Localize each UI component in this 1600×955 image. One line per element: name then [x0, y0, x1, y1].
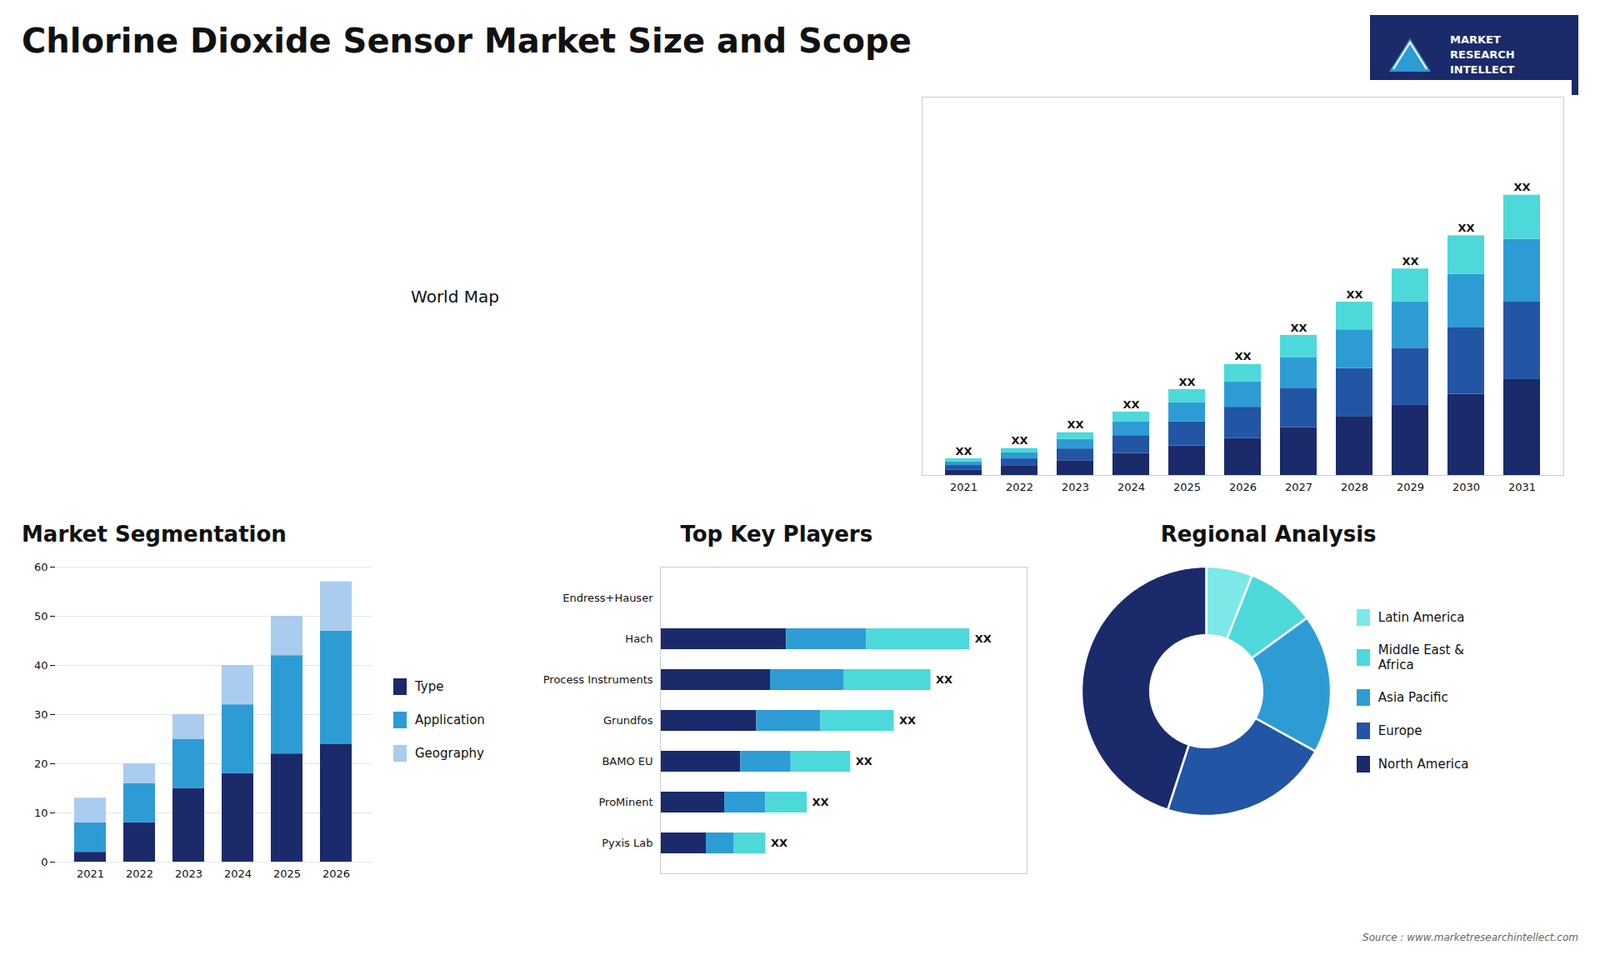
svg-text:2030: 2030	[1452, 480, 1480, 494]
html-text:Regional Analysis: Regional Analysis	[1160, 521, 1377, 547]
svg-text:Process Instruments: Process Instruments	[543, 673, 654, 686]
svg-text:XX: XX	[770, 836, 788, 850]
svg-text:2026: 2026	[1229, 480, 1257, 494]
html-text:MARKET: MARKET	[1450, 33, 1501, 46]
svg-text:XX: XX	[1457, 221, 1475, 235]
svg-text:XX: XX	[855, 755, 873, 768]
html-text:Latin America: Latin America	[1378, 610, 1465, 625]
svg-text:XX: XX	[1290, 321, 1307, 335]
svg-text:60: 60	[34, 560, 49, 574]
svg-text:XX: XX	[1010, 434, 1028, 447]
svg-text:XX: XX	[1234, 350, 1251, 363]
html-text:Geography: Geography	[415, 745, 484, 761]
svg-text:XX: XX	[1401, 255, 1419, 268]
svg-text:2025: 2025	[1173, 480, 1201, 494]
svg-text:2023: 2023	[1061, 480, 1090, 494]
svg-text:BAMO EU: BAMO EU	[601, 755, 653, 768]
svg-text:2021: 2021	[950, 480, 978, 494]
svg-text:XX: XX	[955, 445, 972, 458]
html-text:Europe: Europe	[1378, 723, 1423, 739]
svg-text:Grundfos: Grundfos	[603, 714, 654, 727]
svg-text:2024: 2024	[224, 867, 252, 880]
svg-text:2028: 2028	[1340, 480, 1369, 494]
svg-text:XX: XX	[1122, 398, 1140, 411]
svg-text:XX: XX	[1345, 288, 1363, 301]
svg-text:ProMinent: ProMinent	[598, 795, 653, 809]
html-text:RESEARCH: RESEARCH	[1450, 48, 1515, 61]
html-text:Source : www.marketresearchint: Source : www.marketresearchintellect.com	[1362, 931, 1579, 944]
svg-text:XX: XX	[935, 673, 953, 686]
svg-text:40: 40	[34, 659, 49, 672]
svg-text:2025: 2025	[273, 867, 301, 880]
svg-text:Endress+Hauser: Endress+Hauser	[562, 591, 654, 605]
svg-text:2022: 2022	[1005, 480, 1034, 494]
svg-text:XX: XX	[811, 795, 829, 809]
svg-text:2029: 2029	[1396, 480, 1425, 494]
svg-text:30: 30	[34, 708, 49, 721]
html-text:Middle East & Africa: Middle East & Africa	[1378, 642, 1465, 673]
svg-text:2024: 2024	[1117, 480, 1145, 494]
html-text:Market Segmentation: Market Segmentation	[21, 521, 287, 547]
svg-text:20: 20	[34, 757, 49, 770]
svg-text:XX: XX	[1513, 180, 1530, 194]
svg-text:2027: 2027	[1285, 480, 1313, 494]
html-text:Top Key Players: Top Key Players	[680, 521, 873, 547]
html-text:Asia Pacific: Asia Pacific	[1378, 690, 1449, 705]
svg-text:XX: XX	[1066, 418, 1084, 431]
svg-text:0: 0	[40, 855, 48, 869]
svg-text:Hach: Hach	[625, 632, 653, 645]
svg-text:10: 10	[34, 806, 49, 820]
svg-text:2023: 2023	[175, 867, 203, 880]
svg-text:XX: XX	[975, 632, 992, 645]
html-text:INTELLECT: INTELLECT	[1450, 63, 1515, 76]
svg-text:2026: 2026	[322, 867, 350, 880]
html-text:North America: North America	[1378, 756, 1469, 772]
svg-text:Pyxis Lab: Pyxis Lab	[601, 836, 653, 850]
html-text:World Map: World Map	[410, 286, 500, 307]
html-text:Application: Application	[415, 712, 485, 728]
svg-text:50: 50	[34, 610, 49, 623]
svg-text:2031: 2031	[1508, 480, 1536, 494]
html-text:Type: Type	[415, 679, 444, 695]
svg-text:XX: XX	[1178, 375, 1195, 389]
svg-text:2022: 2022	[125, 867, 154, 880]
html-text:Chlorine Dioxide Sensor Market: Chlorine Dioxide Sensor Market Size and …	[21, 21, 912, 60]
svg-text:2021: 2021	[76, 867, 105, 880]
svg-text:XX: XX	[899, 714, 916, 727]
